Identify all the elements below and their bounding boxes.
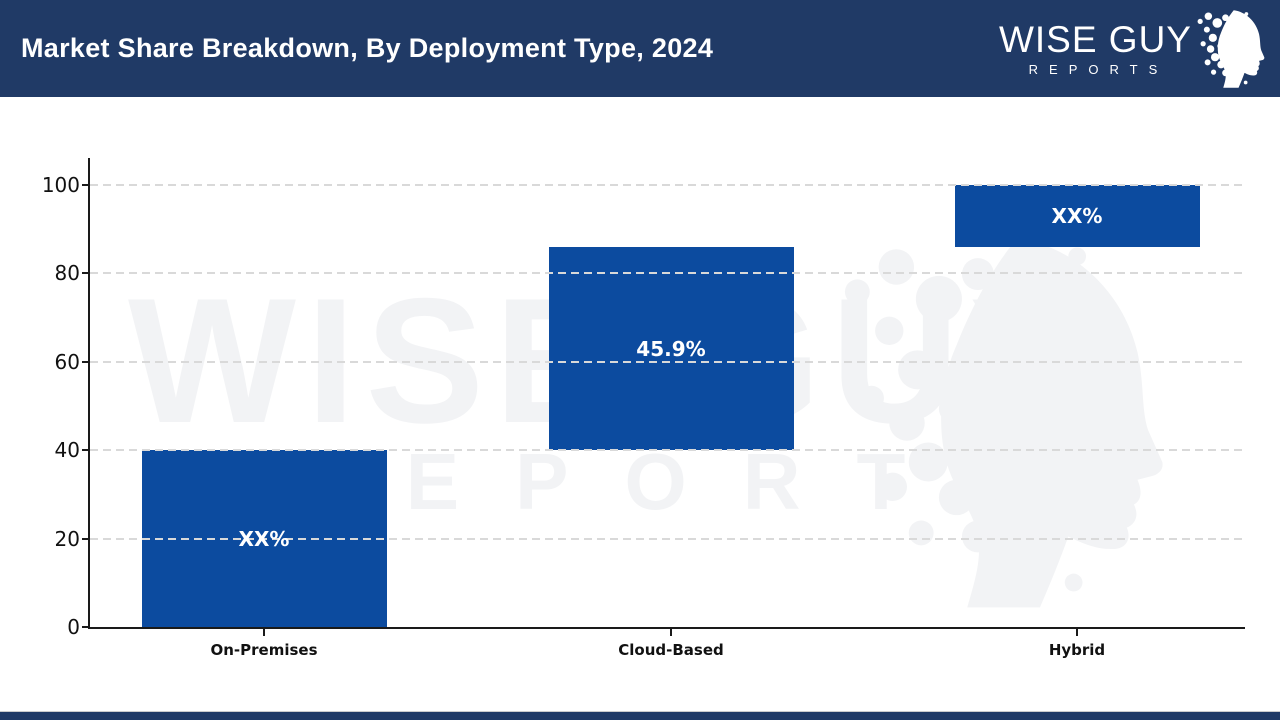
y-tick-mark [82, 360, 90, 363]
gridline [90, 360, 1245, 363]
x-category-label: Hybrid [1048, 641, 1106, 659]
gridline [90, 537, 1245, 540]
bar-value-label: XX% [1051, 204, 1103, 229]
y-tick-mark [82, 537, 90, 540]
y-tick-label: 100 [41, 173, 80, 197]
page-title: Market Share Breakdown, By Deployment Ty… [21, 33, 714, 63]
chart-plot-area: XX% 45.9% XX% 0 20 40 60 80 100 On-Premises Cloud-… [0, 97, 1280, 712]
y-axis-line [88, 158, 90, 629]
y-tick-label: 80 [54, 261, 80, 286]
brand-subname: REPORTS [1028, 61, 1169, 77]
y-tick-label: 20 [54, 526, 80, 551]
brand-name: WISE GUY [998, 19, 1192, 61]
x-axis-line [88, 627, 1245, 629]
wiseguy-head-icon [1197, 10, 1265, 88]
x-tick-mark [263, 629, 265, 636]
x-tick-mark [1076, 629, 1078, 636]
header-bar: Market Share Breakdown, By Deployment Ty… [0, 0, 1280, 97]
y-tick-label: 60 [54, 349, 80, 374]
y-tick-mark [82, 272, 90, 275]
bar-value-label: XX% [238, 526, 290, 551]
bar-value-label: 45.9% [636, 336, 706, 361]
bar-cloud-based [548, 247, 794, 451]
y-tick-label: 0 [67, 615, 80, 639]
y-tick-mark [82, 449, 90, 452]
gridline [90, 449, 1245, 452]
y-tick-mark [82, 626, 90, 628]
x-tick-mark [670, 629, 672, 636]
footer-hairline [0, 711, 1280, 712]
y-tick-label: 40 [54, 438, 80, 463]
y-tick-mark [82, 184, 90, 186]
x-category-label: On-Premises [210, 641, 318, 659]
gridline [90, 184, 1245, 186]
x-category-label: Cloud-Based [618, 641, 724, 659]
gridline [90, 272, 1245, 275]
bar-hybrid [954, 185, 1200, 248]
brand-logo-text: WISE GUY REPORTS [998, 19, 1192, 77]
brand-logo: WISE GUY REPORTS [999, 8, 1268, 90]
footer-bar [0, 712, 1280, 720]
